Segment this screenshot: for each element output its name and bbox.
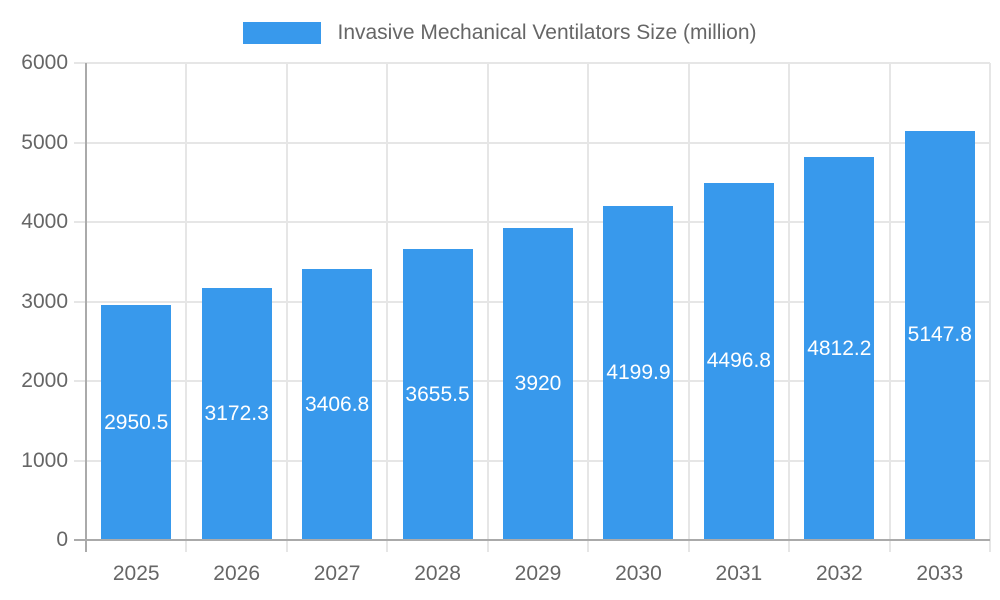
x-tick-label: 2029 [514,562,562,585]
legend-label: Invasive Mechanical Ventilators Size (mi… [337,21,757,44]
x-tick-label: 2027 [313,562,361,585]
legend-swatch [243,21,322,44]
bar[interactable] [201,287,272,540]
bar[interactable] [904,130,975,540]
bar-value-label: 3406.8 [304,392,370,416]
x-tick-label: 2025 [112,562,160,585]
y-tick-label: 6000 [21,51,68,74]
x-grid-line [788,63,791,552]
legend: Invasive Mechanical Ventilators Size (mi… [0,17,1000,48]
x-grid-line [989,63,991,552]
x-grid-line [888,63,891,552]
x-grid-line [285,63,288,552]
bar-value-label: 3655.5 [405,382,470,406]
bar-value-label: 5147.8 [907,323,972,347]
x-tick-label: 2028 [414,562,461,585]
y-tick-label: 3000 [21,289,68,313]
y-tick-label: 1000 [21,448,68,472]
x-grid-line [185,63,188,552]
y-tick-label: 2000 [21,369,68,392]
x-tick-label: 2032 [815,562,863,585]
y-grid-line [74,221,990,223]
y-tick-label: 5000 [21,130,68,154]
bar[interactable] [804,157,875,540]
bar[interactable] [302,269,373,540]
y-grid-line [74,141,990,144]
y-tick-label: 4000 [21,210,68,233]
x-axis-line [74,539,990,541]
bar[interactable] [503,228,573,540]
bar[interactable] [603,206,674,540]
y-grid-line [74,62,990,64]
x-grid-line [687,63,690,552]
x-tick-label: 2031 [715,562,763,585]
bar-value-label: 4812.2 [807,336,872,360]
x-grid-line [587,63,590,552]
bar-value-label: 4199.9 [606,361,671,385]
x-tick-label: 2033 [916,562,964,585]
legend-item[interactable]: Invasive Mechanical Ventilators Size (mi… [243,21,757,44]
bar-value-label: 3920 [514,372,562,396]
bar-value-label: 2950.5 [104,410,169,434]
y-tick-label: 0 [56,528,68,551]
bar[interactable] [402,249,473,540]
x-tick-label: 2026 [213,562,261,585]
x-grid-line [486,63,489,552]
bar[interactable] [101,305,172,540]
bar[interactable] [703,182,774,540]
bar-value-label: 4496.8 [706,349,771,373]
x-tick-label: 2030 [615,562,662,585]
bar-value-label: 3172.3 [204,401,269,425]
y-axis-line [85,63,87,552]
x-grid-line [386,63,389,552]
